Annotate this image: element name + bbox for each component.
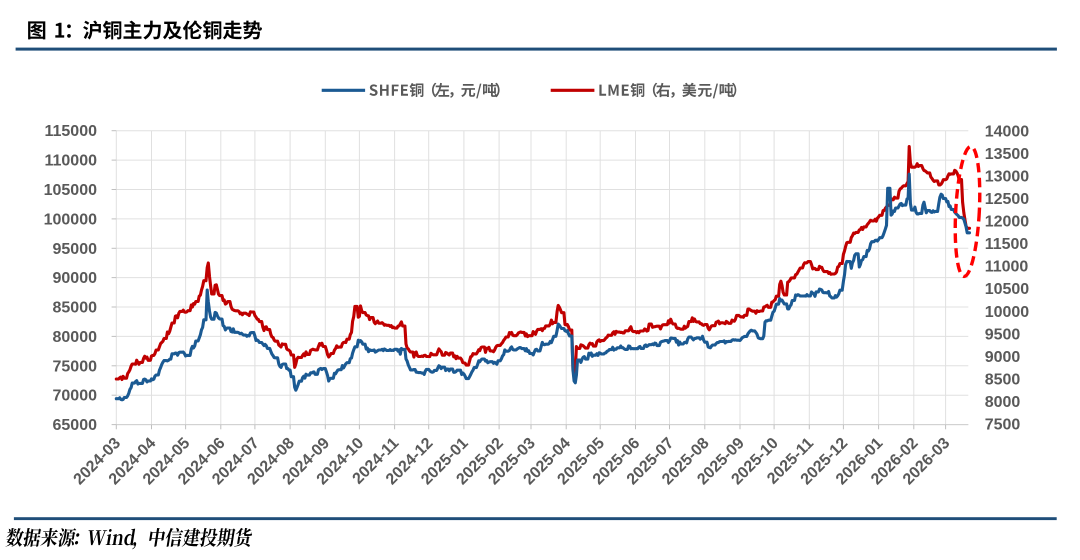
svg-text:85000: 85000: [53, 300, 98, 317]
svg-text:13500: 13500: [985, 146, 1030, 163]
svg-text:14000: 14000: [985, 123, 1030, 140]
svg-text:10000: 10000: [985, 304, 1030, 321]
svg-text:65000: 65000: [53, 417, 98, 434]
svg-text:95000: 95000: [53, 241, 98, 258]
svg-text:11500: 11500: [985, 236, 1029, 253]
svg-text:9500: 9500: [985, 326, 1021, 343]
svg-text:8000: 8000: [985, 394, 1021, 411]
svg-text:80000: 80000: [53, 329, 98, 346]
svg-text:10500: 10500: [985, 281, 1030, 298]
svg-text:9000: 9000: [985, 349, 1021, 366]
svg-text:115000: 115000: [44, 123, 97, 140]
svg-text:100000: 100000: [44, 211, 97, 228]
svg-text:7500: 7500: [985, 417, 1021, 434]
svg-text:13000: 13000: [985, 169, 1030, 186]
svg-text:12500: 12500: [985, 191, 1030, 208]
svg-text:12000: 12000: [985, 214, 1030, 231]
svg-text:70000: 70000: [53, 388, 98, 405]
svg-text:75000: 75000: [53, 358, 98, 375]
svg-text:11000: 11000: [985, 259, 1029, 276]
svg-text:110000: 110000: [44, 153, 97, 170]
svg-text:8500: 8500: [985, 372, 1021, 389]
svg-text:90000: 90000: [53, 270, 98, 287]
svg-text:105000: 105000: [44, 182, 97, 199]
